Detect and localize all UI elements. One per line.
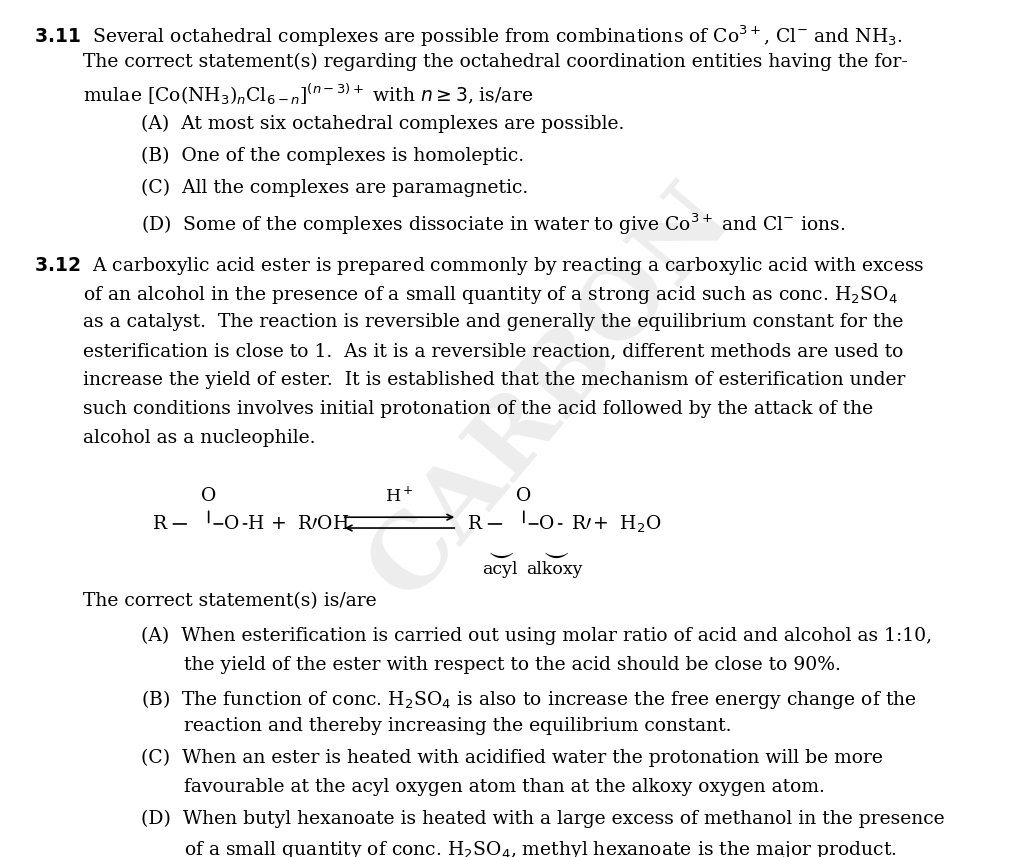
Text: (D)  When butyl hexanoate is heated with a large excess of methanol in the prese: (D) When butyl hexanoate is heated with … bbox=[141, 810, 945, 828]
Text: (C)  When an ester is heated with acidified water the protonation will be more: (C) When an ester is heated with acidifi… bbox=[141, 749, 883, 767]
Text: H$^+$: H$^+$ bbox=[385, 487, 414, 506]
Text: $\mathbf{3.12}$  A carboxylic acid ester is prepared commonly by reacting a carb: $\mathbf{3.12}$ A carboxylic acid ester … bbox=[34, 255, 925, 277]
Text: O: O bbox=[516, 487, 531, 505]
Text: acyl: acyl bbox=[482, 561, 517, 578]
Text: $+$  H$_2$O: $+$ H$_2$O bbox=[592, 513, 662, 535]
Text: O: O bbox=[540, 515, 555, 533]
Text: R: R bbox=[468, 515, 482, 533]
Text: (C)  All the complexes are paramagnetic.: (C) All the complexes are paramagnetic. bbox=[141, 179, 528, 197]
Text: alkoxy: alkoxy bbox=[526, 561, 583, 578]
Text: CARBON: CARBON bbox=[351, 167, 750, 617]
Text: (B)  One of the complexes is homoleptic.: (B) One of the complexes is homoleptic. bbox=[141, 147, 524, 165]
Text: H: H bbox=[248, 515, 264, 533]
Text: (D)  Some of the complexes dissociate in water to give Co$^{3+}$ and Cl$^{-}$ io: (D) Some of the complexes dissociate in … bbox=[141, 211, 846, 237]
Text: of an alcohol in the presence of a small quantity of a strong acid such as conc.: of an alcohol in the presence of a small… bbox=[83, 284, 897, 306]
Text: increase the yield of ester.  It is established that the mechanism of esterifica: increase the yield of ester. It is estab… bbox=[83, 371, 905, 389]
Text: O: O bbox=[201, 487, 216, 505]
Text: alcohol as a nucleophile.: alcohol as a nucleophile. bbox=[83, 429, 315, 447]
Text: O: O bbox=[224, 515, 240, 533]
Text: (A)  When esterification is carried out using molar ratio of acid and alcohol as: (A) When esterification is carried out u… bbox=[141, 626, 932, 645]
Text: R: R bbox=[153, 515, 167, 533]
Text: of a small quantity of conc. H$_2$SO$_4$, methyl hexanoate is the major product.: of a small quantity of conc. H$_2$SO$_4$… bbox=[183, 839, 897, 857]
Text: the yield of the ester with respect to the acid should be close to 90%.: the yield of the ester with respect to t… bbox=[183, 656, 841, 674]
Text: esterification is close to 1.  As it is a reversible reaction, different methods: esterification is close to 1. As it is a… bbox=[83, 342, 903, 360]
Text: R$\prime$: R$\prime$ bbox=[570, 515, 592, 533]
Text: $+$  R$\prime$OH: $+$ R$\prime$OH bbox=[270, 515, 349, 533]
Text: (B)  The function of conc. H$_2$SO$_4$ is also to increase the free energy chang: (B) The function of conc. H$_2$SO$_4$ is… bbox=[141, 687, 916, 710]
Text: reaction and thereby increasing the equilibrium constant.: reaction and thereby increasing the equi… bbox=[183, 716, 731, 734]
Text: such conditions involves initial protonation of the acid followed by the attack : such conditions involves initial protona… bbox=[83, 400, 872, 418]
Text: as a catalyst.  The reaction is reversible and generally the equilibrium constan: as a catalyst. The reaction is reversibl… bbox=[83, 313, 903, 331]
Text: $\smile$: $\smile$ bbox=[540, 542, 570, 566]
Text: The correct statement(s) regarding the octahedral coordination entities having t: The correct statement(s) regarding the o… bbox=[83, 53, 907, 71]
Text: mulae [Co(NH$_3$)$_n$Cl$_{6-n}$]$^{(n-3)+}$ with $n \geq 3$, is/are: mulae [Co(NH$_3$)$_n$Cl$_{6-n}$]$^{(n-3)… bbox=[83, 81, 532, 107]
Text: The correct statement(s) is/are: The correct statement(s) is/are bbox=[83, 592, 376, 610]
Text: (A)  At most six octahedral complexes are possible.: (A) At most six octahedral complexes are… bbox=[141, 115, 625, 134]
Text: $\smile$: $\smile$ bbox=[484, 542, 515, 566]
Text: favourable at the acyl oxygen atom than at the alkoxy oxygen atom.: favourable at the acyl oxygen atom than … bbox=[183, 778, 824, 796]
Text: $\mathbf{3.11}$  Several octahedral complexes are possible from combinations of : $\mathbf{3.11}$ Several octahedral compl… bbox=[34, 24, 902, 49]
